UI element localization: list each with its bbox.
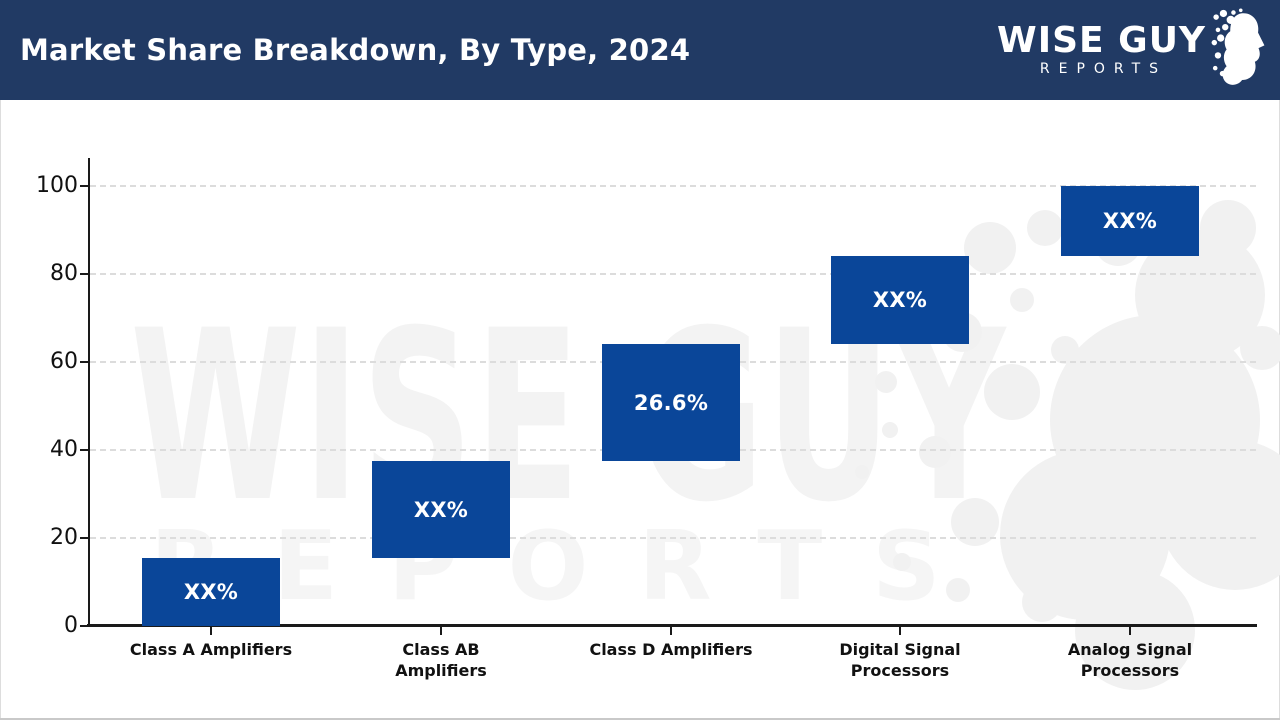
bar-value-label: 26.6% bbox=[633, 390, 709, 415]
x-axis-line bbox=[87, 624, 1257, 627]
watermark-dot bbox=[1022, 582, 1062, 622]
x-tick-label-line: Analog Signal bbox=[1067, 640, 1193, 659]
gridline-20 bbox=[90, 537, 1256, 539]
watermark-dot bbox=[855, 465, 869, 479]
x-tick-label-line: Amplifiers bbox=[395, 661, 487, 680]
y-tick-label-80: 80 bbox=[50, 261, 78, 286]
bar-4: XX% bbox=[831, 256, 969, 344]
x-tick-label-line: Processors bbox=[1080, 661, 1180, 680]
bar-5: XX% bbox=[1061, 186, 1199, 256]
watermark-dot bbox=[1160, 440, 1280, 590]
header-bar: Market Share Breakdown, By Type, 2024 WI… bbox=[0, 0, 1280, 100]
y-axis-line bbox=[88, 158, 90, 626]
x-tick-label-line: Class AB bbox=[402, 640, 480, 659]
x-tick-label-4: Digital Signal Processors bbox=[785, 639, 1015, 681]
watermark-dot bbox=[882, 422, 898, 438]
bar-1: XX% bbox=[142, 558, 280, 626]
gridline-100 bbox=[90, 185, 1256, 187]
watermark-dot bbox=[893, 553, 911, 571]
brand-subname: REPORTS bbox=[1039, 61, 1168, 77]
brand-logo-text: WISE GUY REPORTS bbox=[996, 20, 1206, 78]
x-tick-label-line: Digital Signal bbox=[839, 640, 961, 659]
x-tick-mark-3 bbox=[670, 627, 672, 635]
x-tick-mark-1 bbox=[210, 627, 212, 635]
watermark-dot bbox=[919, 436, 951, 468]
watermark-dot bbox=[1027, 210, 1063, 246]
y-tick-label-20: 20 bbox=[50, 525, 78, 550]
gridline-80 bbox=[90, 273, 1256, 275]
x-tick-label-line: Processors bbox=[850, 661, 950, 680]
watermark-dot bbox=[875, 371, 897, 393]
x-tick-label-3: Class D Amplifiers bbox=[556, 639, 786, 660]
y-tick-mark-40 bbox=[80, 449, 88, 451]
x-tick-label-5: Analog Signal Processors bbox=[1015, 639, 1245, 681]
brand-logo: WISE GUY REPORTS bbox=[997, 8, 1266, 90]
y-tick-mark-20 bbox=[80, 537, 88, 539]
x-tick-label-line: Class D Amplifiers bbox=[589, 640, 753, 659]
x-tick-mark-4 bbox=[899, 627, 901, 635]
y-tick-label-0: 0 bbox=[64, 613, 78, 638]
page-title: Market Share Breakdown, By Type, 2024 bbox=[20, 33, 691, 67]
x-tick-label-1: Class A Amplifiers bbox=[96, 639, 326, 660]
x-tick-label-line: Class A Amplifiers bbox=[129, 640, 293, 659]
bar-2: XX% bbox=[372, 461, 510, 558]
watermark-dot bbox=[1200, 200, 1256, 256]
bar-value-label: XX% bbox=[413, 497, 469, 522]
watermark-dot bbox=[1075, 570, 1195, 690]
y-tick-mark-0 bbox=[80, 625, 88, 627]
y-tick-mark-80 bbox=[80, 273, 88, 275]
watermark-dot bbox=[964, 222, 1016, 274]
x-tick-mark-5 bbox=[1129, 627, 1131, 635]
watermark-dot bbox=[1010, 288, 1034, 312]
brand-name: WISE GUY bbox=[996, 20, 1206, 61]
y-tick-mark-100 bbox=[80, 185, 88, 187]
head-profile-icon bbox=[1211, 8, 1265, 85]
watermark-dot bbox=[946, 578, 970, 602]
y-tick-label-60: 60 bbox=[50, 349, 78, 374]
bar-3: 26.6% bbox=[602, 344, 740, 461]
bar-value-label: XX% bbox=[183, 580, 239, 604]
x-tick-mark-2 bbox=[440, 627, 442, 635]
y-tick-mark-60 bbox=[80, 361, 88, 363]
bar-value-label: XX% bbox=[1102, 209, 1158, 233]
watermark-dot bbox=[1051, 336, 1079, 364]
watermark-dot bbox=[984, 364, 1040, 420]
x-tick-label-2: Class AB Amplifiers bbox=[326, 639, 556, 681]
y-tick-label-40: 40 bbox=[50, 437, 78, 462]
y-tick-label-100: 100 bbox=[36, 173, 78, 198]
bar-value-label: XX% bbox=[872, 288, 928, 312]
